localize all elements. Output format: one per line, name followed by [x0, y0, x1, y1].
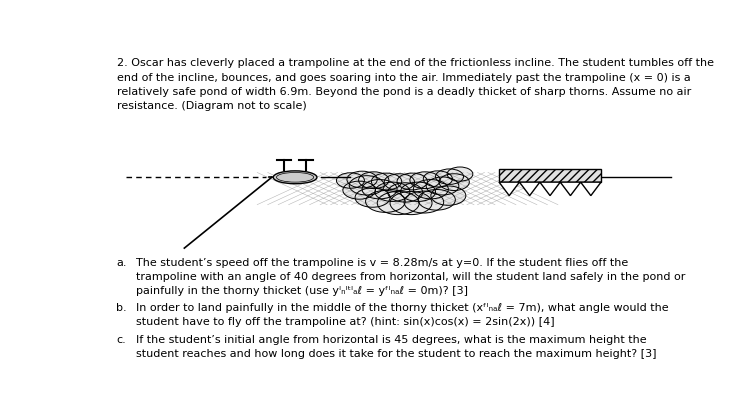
- Text: b.: b.: [116, 303, 127, 313]
- Polygon shape: [581, 182, 601, 196]
- Circle shape: [418, 189, 456, 210]
- Circle shape: [404, 191, 444, 213]
- Text: a.: a.: [116, 258, 126, 268]
- Ellipse shape: [273, 171, 317, 184]
- Circle shape: [371, 173, 402, 190]
- Circle shape: [343, 181, 375, 199]
- Text: 2. Oscar has cleverly placed a trampoline at the end of the frictionless incline: 2. Oscar has cleverly placed a trampolin…: [117, 58, 714, 112]
- Circle shape: [347, 171, 378, 188]
- Polygon shape: [540, 182, 560, 196]
- Circle shape: [397, 173, 427, 190]
- Circle shape: [401, 182, 435, 201]
- Circle shape: [410, 172, 440, 189]
- Circle shape: [423, 171, 453, 187]
- Circle shape: [349, 176, 384, 195]
- Bar: [499, 169, 601, 182]
- Circle shape: [336, 173, 365, 188]
- Text: The student’s speed off the trampoline is v = 8.28m/s at y=0. If the student fli: The student’s speed off the trampoline i…: [136, 258, 685, 296]
- Circle shape: [431, 186, 465, 205]
- Polygon shape: [520, 182, 540, 196]
- Polygon shape: [499, 182, 520, 196]
- Circle shape: [378, 191, 419, 214]
- Circle shape: [426, 177, 459, 195]
- Text: In order to land painfully in the middle of the thorny thicket (xᶠᴵₙₐℓ = 7m), wh: In order to land painfully in the middle…: [136, 303, 669, 327]
- Circle shape: [362, 180, 397, 199]
- Circle shape: [375, 182, 410, 201]
- Circle shape: [384, 174, 414, 191]
- Polygon shape: [560, 182, 581, 196]
- Text: c.: c.: [116, 335, 126, 345]
- Circle shape: [388, 183, 423, 202]
- Circle shape: [447, 167, 473, 181]
- Circle shape: [414, 180, 448, 199]
- Circle shape: [435, 169, 463, 184]
- Circle shape: [355, 188, 390, 207]
- Circle shape: [365, 191, 405, 212]
- Text: If the student’s initial angle from horizontal is 45 degrees, what is the maximu: If the student’s initial angle from hori…: [136, 335, 656, 359]
- Circle shape: [439, 174, 469, 191]
- Circle shape: [390, 191, 432, 214]
- Circle shape: [359, 172, 389, 189]
